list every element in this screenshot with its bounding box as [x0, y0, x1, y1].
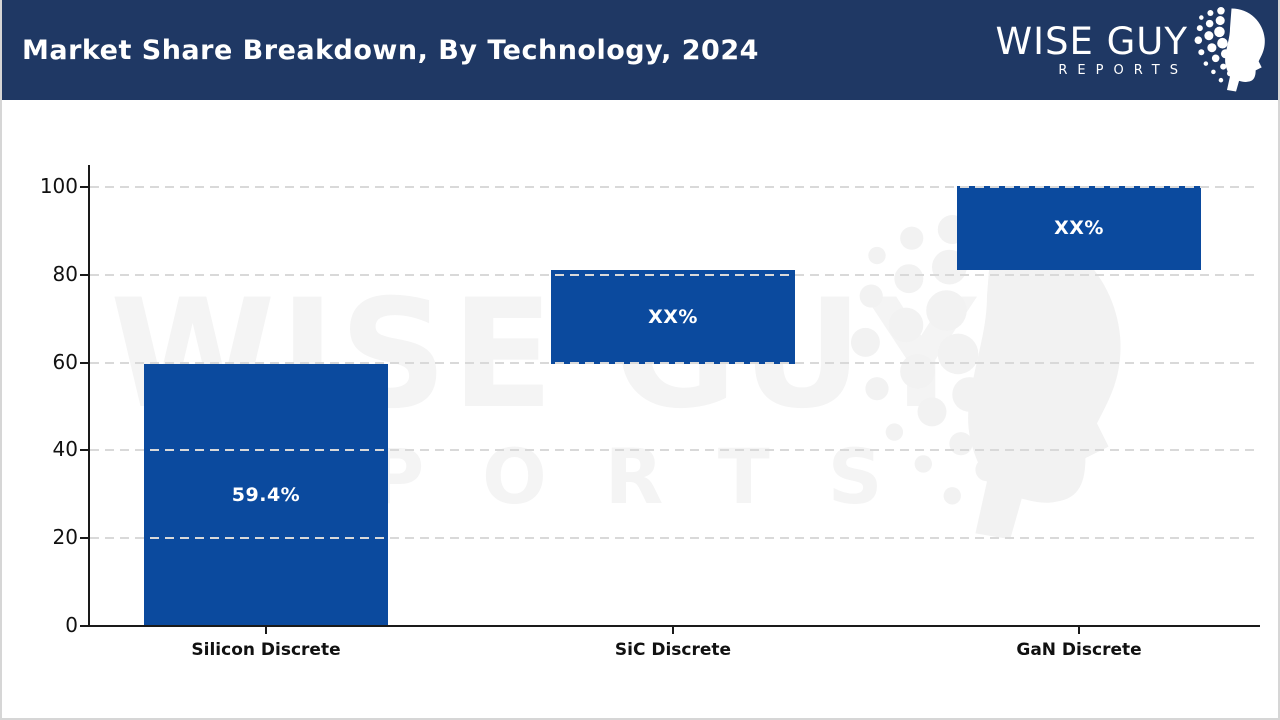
wise-guy-logo: WISE GUY REPORTS: [996, 7, 1268, 93]
gridline: [90, 186, 1258, 188]
bar-sic-discrete: XX%: [551, 270, 795, 365]
bar-value-label: XX%: [648, 306, 698, 329]
y-tick-label: 0: [65, 613, 78, 637]
y-tick-mark: [80, 625, 88, 627]
y-tick-label: 40: [52, 437, 78, 462]
x-axis-line: [88, 625, 1260, 627]
logo-wordmark: WISE GUY: [995, 19, 1188, 63]
dotted-head-icon: [1194, 7, 1265, 92]
bar-value-label: XX%: [1054, 217, 1104, 240]
gridline: [90, 449, 1258, 452]
y-tick-mark: [80, 537, 88, 540]
y-tick-label: 80: [52, 261, 78, 286]
x-category-label: GaN Discrete: [1016, 640, 1142, 660]
x-category-label: Silicon Discrete: [191, 640, 341, 660]
gridline: [90, 537, 1258, 540]
y-tick-mark: [80, 449, 88, 452]
y-tick-mark: [80, 186, 88, 188]
bar-gan-discrete: XX%: [957, 186, 1201, 271]
y-tick-mark: [80, 361, 88, 364]
plot-area: 0 20 40 60 80 100 59.4% XX% XX% Silicon Discrete S…: [2, 100, 1278, 718]
logo-subtitle: REPORTS: [1058, 62, 1188, 78]
gridline: [90, 273, 1258, 276]
y-tick-label: 20: [52, 525, 78, 550]
x-tick-mark: [672, 627, 674, 634]
logo-text: WISE GUY REPORTS: [996, 23, 1188, 78]
chart-title: Market Share Breakdown, By Technology, 2…: [22, 34, 759, 66]
y-axis-line: [88, 165, 90, 627]
gridline: [90, 361, 1258, 364]
bar-value-label: 59.4%: [231, 483, 301, 506]
x-tick-mark: [265, 627, 267, 634]
bar-silicon-discrete: 59.4%: [144, 364, 388, 625]
y-tick-mark: [80, 273, 88, 276]
header-bar: Market Share Breakdown, By Technology, 2…: [2, 0, 1278, 100]
x-category-label: SiC Discrete: [614, 640, 732, 660]
y-tick-label: 100: [39, 174, 78, 198]
x-tick-mark: [1078, 627, 1080, 634]
y-tick-label: 60: [52, 349, 78, 374]
